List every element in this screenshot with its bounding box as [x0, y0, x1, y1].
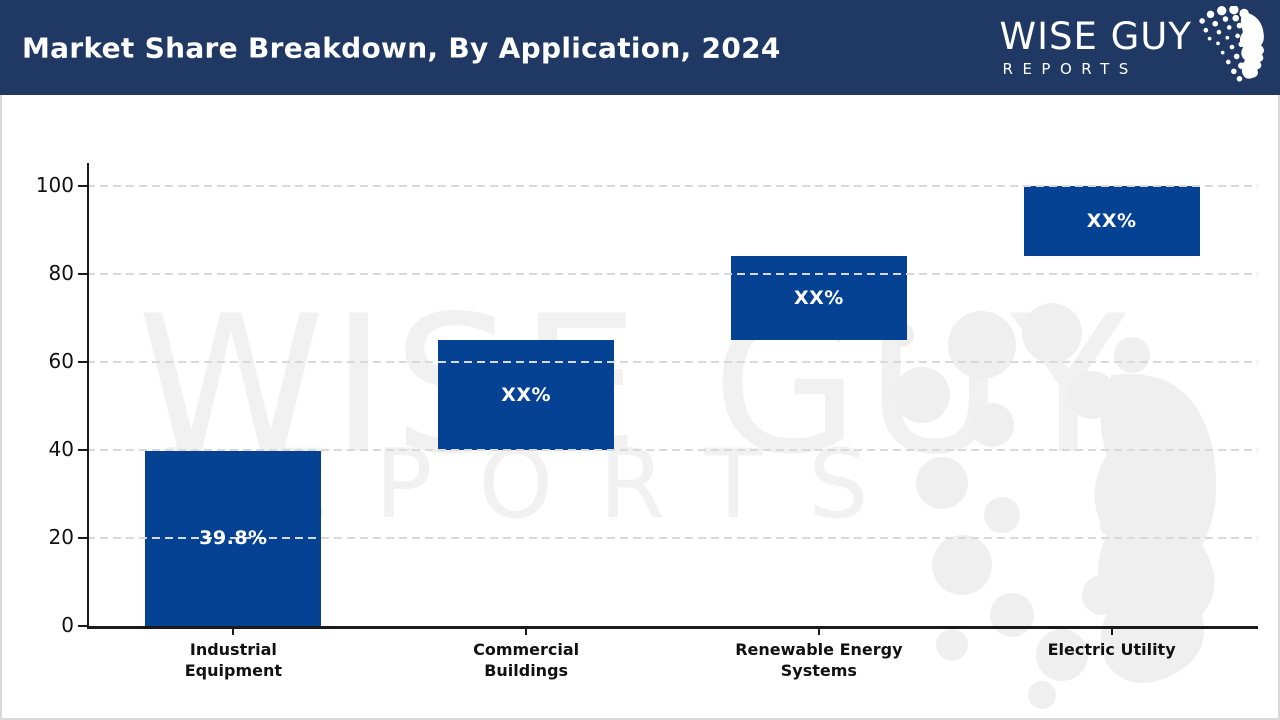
x-tick-1	[525, 626, 528, 635]
x-axis-label-electric-utility: Electric Utility	[972, 639, 1252, 660]
y-tick-label-80: 80	[48, 261, 74, 285]
logo-subtext: REPORTS	[1002, 60, 1138, 78]
watermark-head-dots-graphic	[890, 303, 1217, 709]
y-tick-label-100: 100	[35, 173, 74, 197]
y-tick-20	[78, 537, 87, 539]
bar-electric-utility	[1023, 186, 1200, 257]
y-tick-label-40: 40	[48, 437, 74, 461]
x-axis-label-line: Commercial	[473, 640, 580, 659]
y-tick-0	[78, 625, 87, 627]
y-tick-40	[78, 449, 87, 451]
x-tick-0	[232, 626, 235, 635]
logo-text: WISE GUY REPORTS	[1000, 18, 1192, 78]
x-tick-3	[1110, 626, 1113, 635]
y-tick-80	[78, 273, 87, 275]
wise-guy-reports-logo: WISE GUY REPORTS	[1000, 5, 1270, 91]
x-axis-label-commercial-buildings: Commercial Buildings	[386, 639, 666, 681]
logo-head-icon	[1199, 6, 1264, 82]
x-axis-label-line: Renewable Energy	[735, 640, 903, 659]
gridline-100	[87, 185, 1258, 187]
bar-value-label: XX%	[501, 384, 552, 406]
y-axis-spine	[87, 163, 89, 629]
x-axis-label-line: Equipment	[184, 661, 283, 680]
y-tick-60	[78, 361, 87, 363]
bar-commercial-buildings	[438, 340, 615, 450]
gridline-20	[87, 537, 1258, 539]
x-axis-spine	[87, 626, 1258, 629]
header: Market Share Breakdown, By Application, …	[0, 0, 1280, 95]
x-tick-2	[817, 626, 820, 635]
x-axis-label-line: Buildings	[484, 661, 569, 680]
x-axis-label-line: Industrial	[189, 640, 277, 659]
x-axis-label-line: Systems	[780, 661, 857, 680]
logo-wordmark: WISE GUY	[999, 15, 1192, 58]
y-tick-label-0: 0	[61, 613, 74, 637]
bar-renewable-energy-systems	[730, 256, 907, 340]
gridline-40	[87, 449, 1258, 451]
y-tick-100	[78, 185, 87, 187]
gridline-80	[87, 273, 1258, 275]
bar-value-label: XX%	[1086, 210, 1137, 233]
bar-value-label: XX%	[793, 287, 844, 310]
page-title: Market Share Breakdown, By Application, …	[22, 31, 781, 64]
x-axis-label-line: Electric Utility	[1047, 640, 1176, 659]
x-axis-label-renewable-energy-systems: Renewable Energy Systems	[679, 639, 959, 681]
y-tick-label-60: 60	[48, 349, 74, 373]
y-tick-label-20: 20	[48, 525, 74, 549]
gridline-60	[87, 361, 1258, 363]
bar-value-label: 39.8%	[199, 527, 268, 550]
x-axis-label-industrial-equipment: Industrial Equipment	[93, 639, 373, 681]
